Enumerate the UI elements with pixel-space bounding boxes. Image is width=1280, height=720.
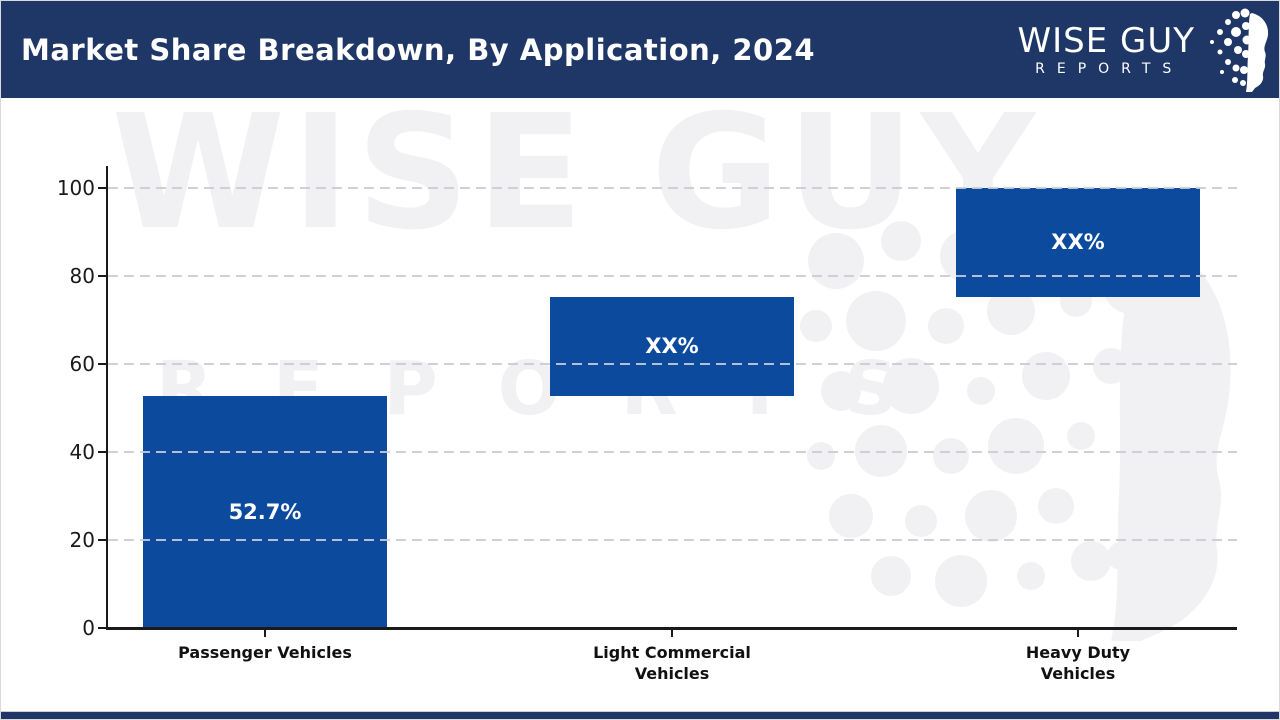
y-tick-mark (98, 539, 106, 541)
gridline (108, 187, 1237, 189)
x-category-label: Heavy Duty Vehicles (1025, 643, 1131, 683)
bar-segment (956, 188, 1200, 297)
gridline (108, 275, 1237, 277)
y-tick-mark (98, 187, 106, 189)
x-tick-mark (1077, 630, 1079, 637)
y-tick-mark (98, 275, 106, 277)
bar-segment (550, 296, 794, 397)
gridline (108, 451, 1237, 453)
dotted-face-icon (1210, 8, 1269, 92)
logo-subtitle: REPORTS (1035, 60, 1184, 77)
logo-name: WISE GUY (1017, 20, 1195, 61)
footer-bar (1, 712, 1279, 719)
chart-canvas: WISE GUY REPORTS 02040608010052.7%XX%XX%… (1, 81, 1279, 714)
y-axis-line (106, 166, 108, 629)
y-tick-label: 20 (69, 528, 95, 552)
bar-value-label: 52.7% (228, 500, 302, 525)
x-tick-mark (264, 630, 266, 637)
x-axis-line (106, 627, 1237, 630)
x-category-label: Passenger Vehicles (178, 643, 352, 662)
y-tick-mark (98, 451, 106, 453)
y-tick-mark (98, 363, 106, 365)
bar-value-label: XX% (1051, 230, 1105, 255)
watermark-text-line1: WISE GUY (111, 81, 1042, 265)
y-tick-label: 60 (69, 352, 95, 376)
footer-hairline (1, 711, 1279, 712)
y-tick-label: 0 (82, 616, 95, 640)
x-category-label: Light Commercial Vehicles (593, 643, 751, 683)
y-tick-label: 80 (69, 264, 95, 288)
wise-guy-reports-logo: WISE GUY REPORTS (1017, 7, 1271, 93)
y-tick-label: 100 (56, 176, 95, 200)
gridline (108, 539, 1237, 541)
y-tick-label: 40 (69, 440, 95, 464)
header-bar: Market Share Breakdown, By Application, … (1, 1, 1279, 98)
y-tick-mark (98, 627, 106, 629)
page-title: Market Share Breakdown, By Application, … (21, 32, 816, 67)
x-tick-mark (671, 630, 673, 637)
bar-value-label: XX% (645, 334, 699, 359)
gridline (108, 363, 1237, 365)
logo-text: WISE GUY REPORTS (1017, 24, 1195, 77)
bar-segment (143, 396, 387, 628)
